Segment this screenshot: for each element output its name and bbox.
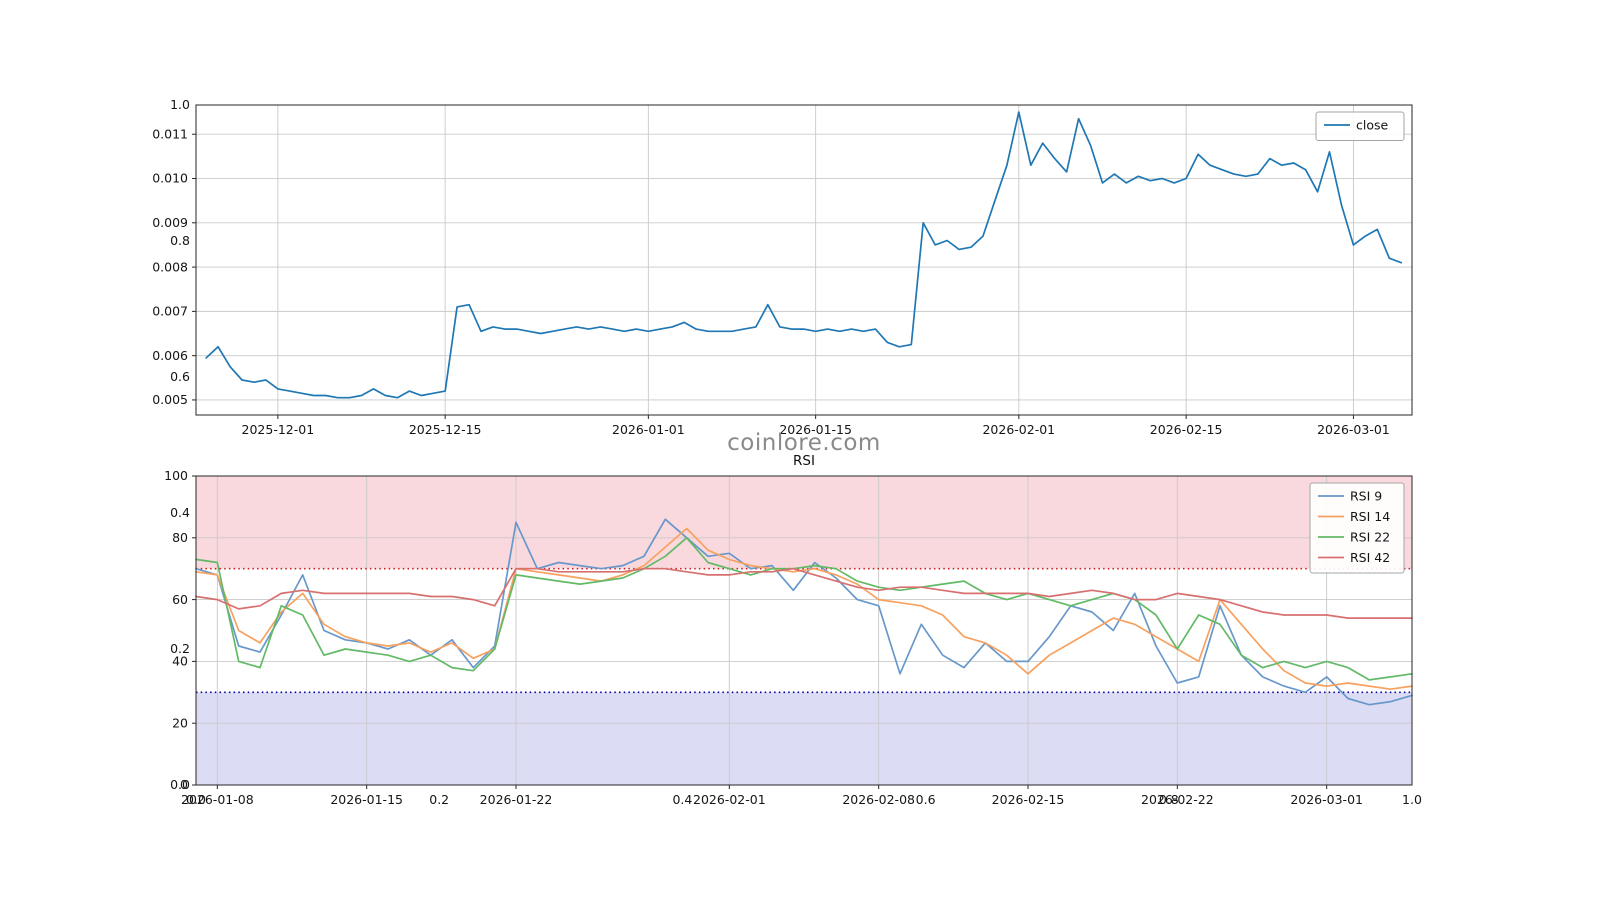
- legend-label-rsi-22: RSI 22: [1350, 529, 1390, 544]
- x-tick-label: 2026-01-22: [480, 792, 553, 807]
- rsi-14-line: [195, 527, 1413, 691]
- y-tick-label: 100: [164, 468, 188, 483]
- hidden-axis-y-label: 0.2: [170, 641, 190, 656]
- legend-label-rsi-42: RSI 42: [1350, 550, 1390, 565]
- oversold-band: [196, 692, 1412, 785]
- y-tick-label: 0.009: [152, 215, 188, 230]
- legend-label-close: close: [1356, 117, 1389, 132]
- y-tick-label: 0: [180, 777, 188, 792]
- overbought-band: [196, 476, 1412, 569]
- hidden-axis-x-label: 0.0: [186, 792, 206, 807]
- y-tick-label: 0.007: [152, 304, 188, 319]
- hidden-axis-y-label: 0.0: [170, 777, 190, 792]
- hidden-axis-x-label: 0.6: [916, 792, 936, 807]
- x-tick-label: 2025-12-15: [409, 422, 482, 437]
- y-tick-label: 0.005: [152, 392, 188, 407]
- legend-box: [1315, 111, 1405, 141]
- close-line: [205, 111, 1403, 399]
- y-tick-label: 0.011: [152, 126, 188, 141]
- rsi-chart-title: RSI: [793, 453, 815, 469]
- hidden-axis-x-label: 0.4: [672, 792, 692, 807]
- legend-box: [1309, 482, 1405, 574]
- y-tick-label: 20: [172, 715, 188, 730]
- rsi-22-line: [195, 536, 1413, 681]
- y-tick-label: 60: [172, 592, 188, 607]
- hidden-axis-y-label: 1.0: [170, 97, 190, 112]
- x-tick-label: 2026-01-08: [181, 792, 254, 807]
- hidden-axis-y-label: 0.8: [170, 233, 190, 248]
- x-tick-label: 2026-02-08: [842, 792, 915, 807]
- y-tick-label: 0.010: [152, 171, 188, 186]
- x-tick-label: 2026-01-15: [330, 792, 403, 807]
- y-tick-label: 0.006: [152, 348, 188, 363]
- hidden-axis-y-label: 0.4: [170, 505, 190, 520]
- x-tick-label: 2026-02-15: [992, 792, 1065, 807]
- legend-label-rsi-14: RSI 14: [1350, 509, 1390, 524]
- x-tick-label: 2026-01-01: [612, 422, 685, 437]
- watermark: coinlore.com: [727, 430, 881, 456]
- hidden-axis-x-label: 0.8: [1159, 792, 1179, 807]
- x-tick-label: 2026-02-15: [1150, 422, 1223, 437]
- hidden-axis-x-label: 0.2: [429, 792, 449, 807]
- rsi-42-line: [195, 567, 1413, 619]
- x-tick-label: 2026-01-15: [779, 422, 852, 437]
- x-tick-label: 2026-02-01: [982, 422, 1055, 437]
- y-tick-label: 0.008: [152, 259, 188, 274]
- x-tick-label: 2025-12-01: [242, 422, 315, 437]
- x-tick-label: 2026-03-01: [1290, 792, 1363, 807]
- y-tick-label: 80: [172, 530, 188, 545]
- plot-border: [195, 475, 1413, 786]
- plot-border: [195, 104, 1413, 416]
- hidden-axis-x-label: 1.0: [1402, 792, 1422, 807]
- y-tick-label: 40: [172, 654, 188, 669]
- x-tick-label: 2026-03-01: [1317, 422, 1390, 437]
- hidden-axis-y-label: 0.6: [170, 369, 190, 384]
- legend-label-rsi-9: RSI 9: [1350, 488, 1382, 503]
- x-tick-label: 2026-02-22: [1141, 792, 1214, 807]
- x-tick-label: 2026-02-01: [693, 792, 766, 807]
